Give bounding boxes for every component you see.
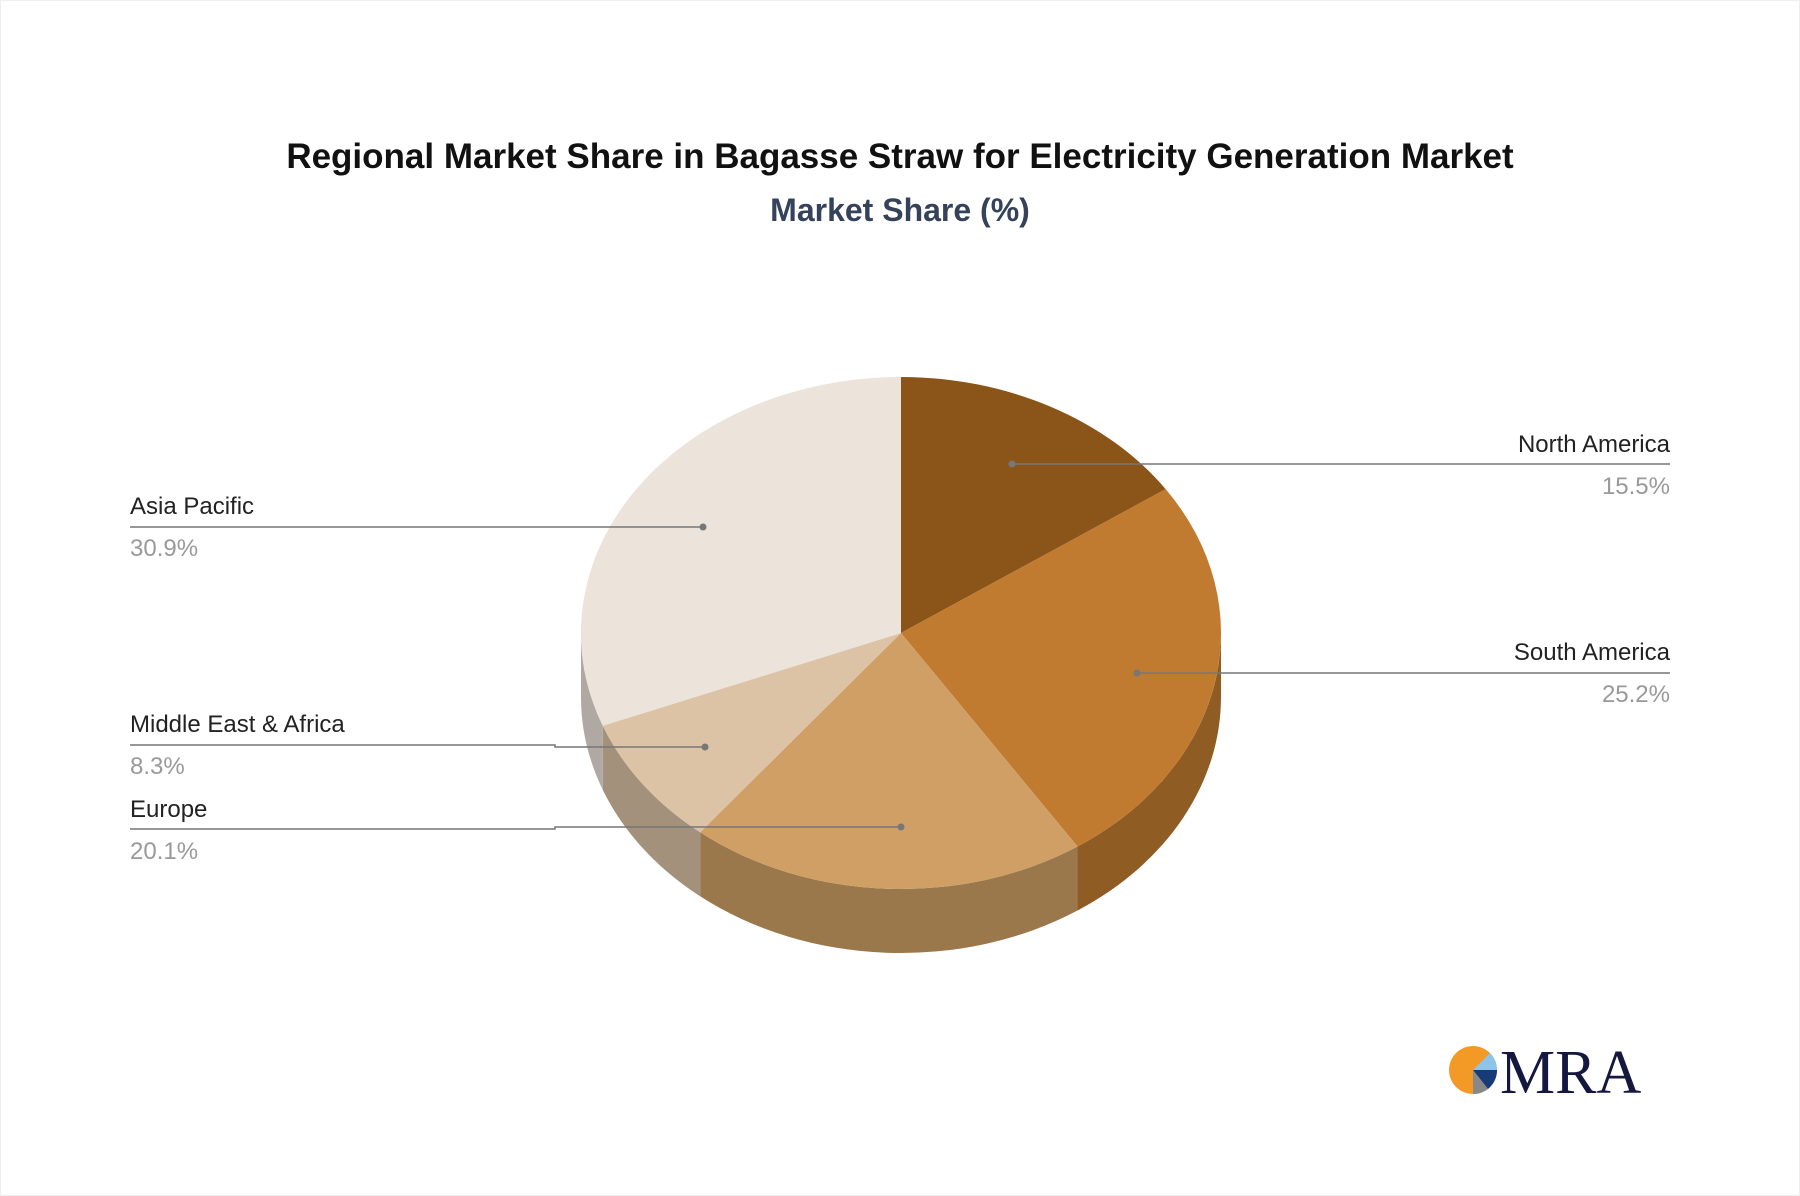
mra-logo: MRA [1449, 1039, 1641, 1107]
pie-slice-asia-pacific[interactable] [580, 377, 901, 726]
value-asia-pacific: 30.9% [130, 535, 198, 562]
leader-dot-asia-pacific [699, 523, 707, 531]
leader-line-middle-east-africa [130, 744, 705, 748]
pie-side-middle-east-africa [602, 725, 701, 897]
leader-dot-south-america [1133, 669, 1141, 677]
pie-slice-north-america[interactable] [901, 377, 1166, 633]
pie-side-europe [700, 832, 1078, 954]
label-europe: Europe [130, 796, 207, 823]
logo-text: MRA [1500, 1039, 1641, 1107]
leader-dot-middle-east-africa [701, 743, 709, 751]
pie-slice-south-america[interactable] [901, 489, 1221, 847]
pie-slice-middle-east-africa[interactable] [602, 633, 901, 833]
pie-side-south-america [1077, 633, 1221, 911]
leader-dot-europe [897, 823, 905, 831]
label-asia-pacific: Asia Pacific [130, 493, 254, 520]
leader-dot-north-america [1008, 460, 1016, 468]
value-middle-east-africa: 8.3% [130, 753, 185, 780]
chart-title: Regional Market Share in Bagasse Straw f… [286, 137, 1514, 176]
chart-subtitle: Market Share (%) [770, 192, 1030, 228]
value-south-america: 25.2% [1602, 681, 1670, 708]
value-europe: 20.1% [130, 838, 198, 865]
pie-slice-europe[interactable] [700, 633, 1078, 890]
label-south-america: South America [1514, 639, 1671, 666]
leader-line-europe [130, 826, 901, 830]
label-middle-east-africa: Middle East & Africa [130, 711, 345, 738]
value-north-america: 15.5% [1602, 473, 1670, 500]
label-north-america: North America [1518, 431, 1671, 458]
pie-side-asia-pacific [581, 633, 603, 790]
